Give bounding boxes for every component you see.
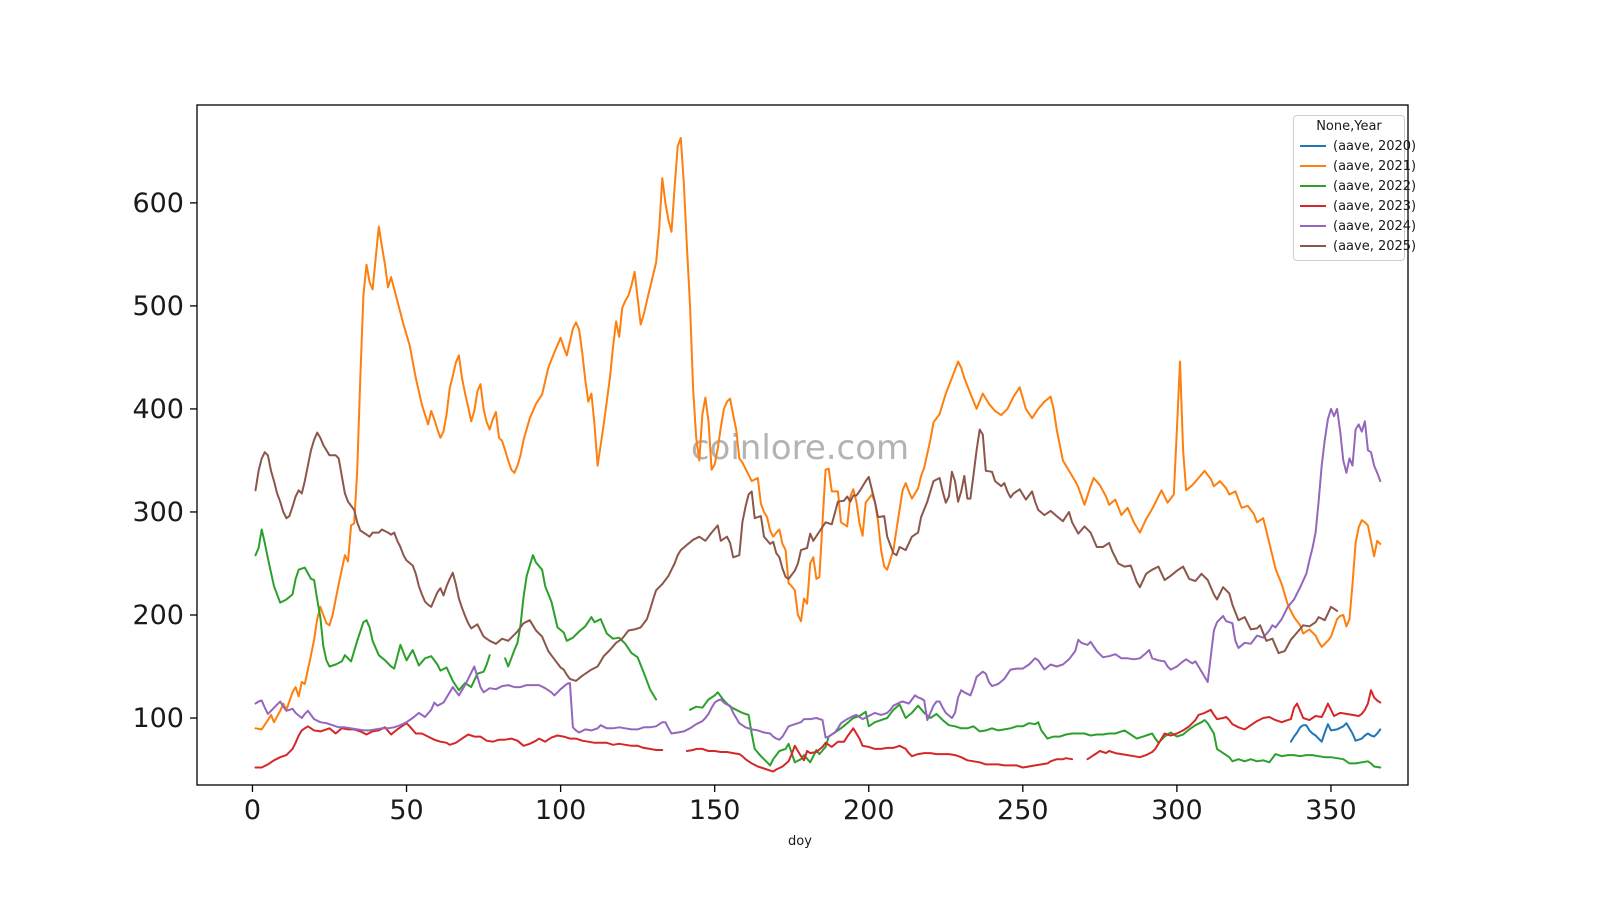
x-tick-label: 200 bbox=[843, 795, 895, 826]
x-tick-label: 150 bbox=[689, 795, 741, 826]
series-line-2024 bbox=[254, 407, 1382, 741]
legend-line-swatch bbox=[1300, 205, 1326, 207]
series-line-2023 bbox=[1086, 689, 1382, 761]
legend-entry-label: (aave, 2020) bbox=[1333, 138, 1417, 154]
legend-line-swatch bbox=[1300, 245, 1326, 247]
series-line-2023 bbox=[254, 722, 664, 769]
x-tick-label: 50 bbox=[389, 795, 423, 826]
legend-line-swatch bbox=[1300, 185, 1326, 187]
y-tick-label: 100 bbox=[132, 703, 184, 734]
series-line-2021 bbox=[254, 137, 1382, 731]
y-tick-label: 400 bbox=[132, 394, 184, 425]
legend-entries: (aave, 2020) (aave, 2021) (aave, 2022) (aav… bbox=[1300, 136, 1416, 256]
x-tick-label: 350 bbox=[1305, 795, 1357, 826]
series-line-2022 bbox=[254, 528, 491, 692]
legend-line-swatch bbox=[1300, 145, 1326, 147]
series-line-2020 bbox=[1289, 722, 1382, 743]
legend-line-swatch bbox=[1300, 225, 1326, 227]
x-tick-label: 300 bbox=[1151, 795, 1203, 826]
series-line-2022 bbox=[689, 691, 1382, 769]
legend-title: None,Year bbox=[1316, 119, 1382, 134]
legend-entry-label: (aave, 2021) bbox=[1333, 158, 1417, 174]
watermark: coinlore.com bbox=[691, 428, 909, 468]
legend-entry: (aave, 2020) bbox=[1300, 136, 1416, 156]
series-layer bbox=[254, 137, 1382, 773]
series-line-2023 bbox=[685, 727, 1074, 773]
y-tick-label: 300 bbox=[132, 497, 184, 528]
legend-entry-label: (aave, 2022) bbox=[1333, 178, 1417, 194]
legend-entry: (aave, 2021) bbox=[1300, 156, 1416, 176]
x-axis-label: doy bbox=[788, 834, 812, 849]
legend-entry: (aave, 2024) bbox=[1300, 216, 1416, 236]
legend-line-swatch bbox=[1300, 165, 1326, 167]
x-tick-label: 0 bbox=[244, 795, 261, 826]
series-line-2022 bbox=[504, 554, 658, 701]
y-tick-label: 600 bbox=[132, 188, 184, 219]
y-tick-label: 200 bbox=[132, 600, 184, 631]
plot-frame bbox=[196, 104, 1409, 786]
x-tick-label: 100 bbox=[535, 795, 587, 826]
legend-entry: (aave, 2025) bbox=[1300, 236, 1416, 256]
series-line-2025 bbox=[254, 428, 1339, 682]
legend-entry: (aave, 2022) bbox=[1300, 176, 1416, 196]
legend-entry: (aave, 2023) bbox=[1300, 196, 1416, 216]
legend-entry-label: (aave, 2025) bbox=[1333, 238, 1417, 254]
legend-entry-label: (aave, 2024) bbox=[1333, 218, 1417, 234]
legend-entry-label: (aave, 2023) bbox=[1333, 198, 1417, 214]
x-tick-label: 250 bbox=[997, 795, 1049, 826]
y-tick-label: 500 bbox=[132, 291, 184, 322]
legend: None,Year (aave, 2020) (aave, 2021) (aave,… bbox=[1293, 115, 1416, 261]
axes-layer: 0 50 100 150 200 250 300 350 100 200 300 400 500 600 bbox=[132, 188, 1356, 826]
